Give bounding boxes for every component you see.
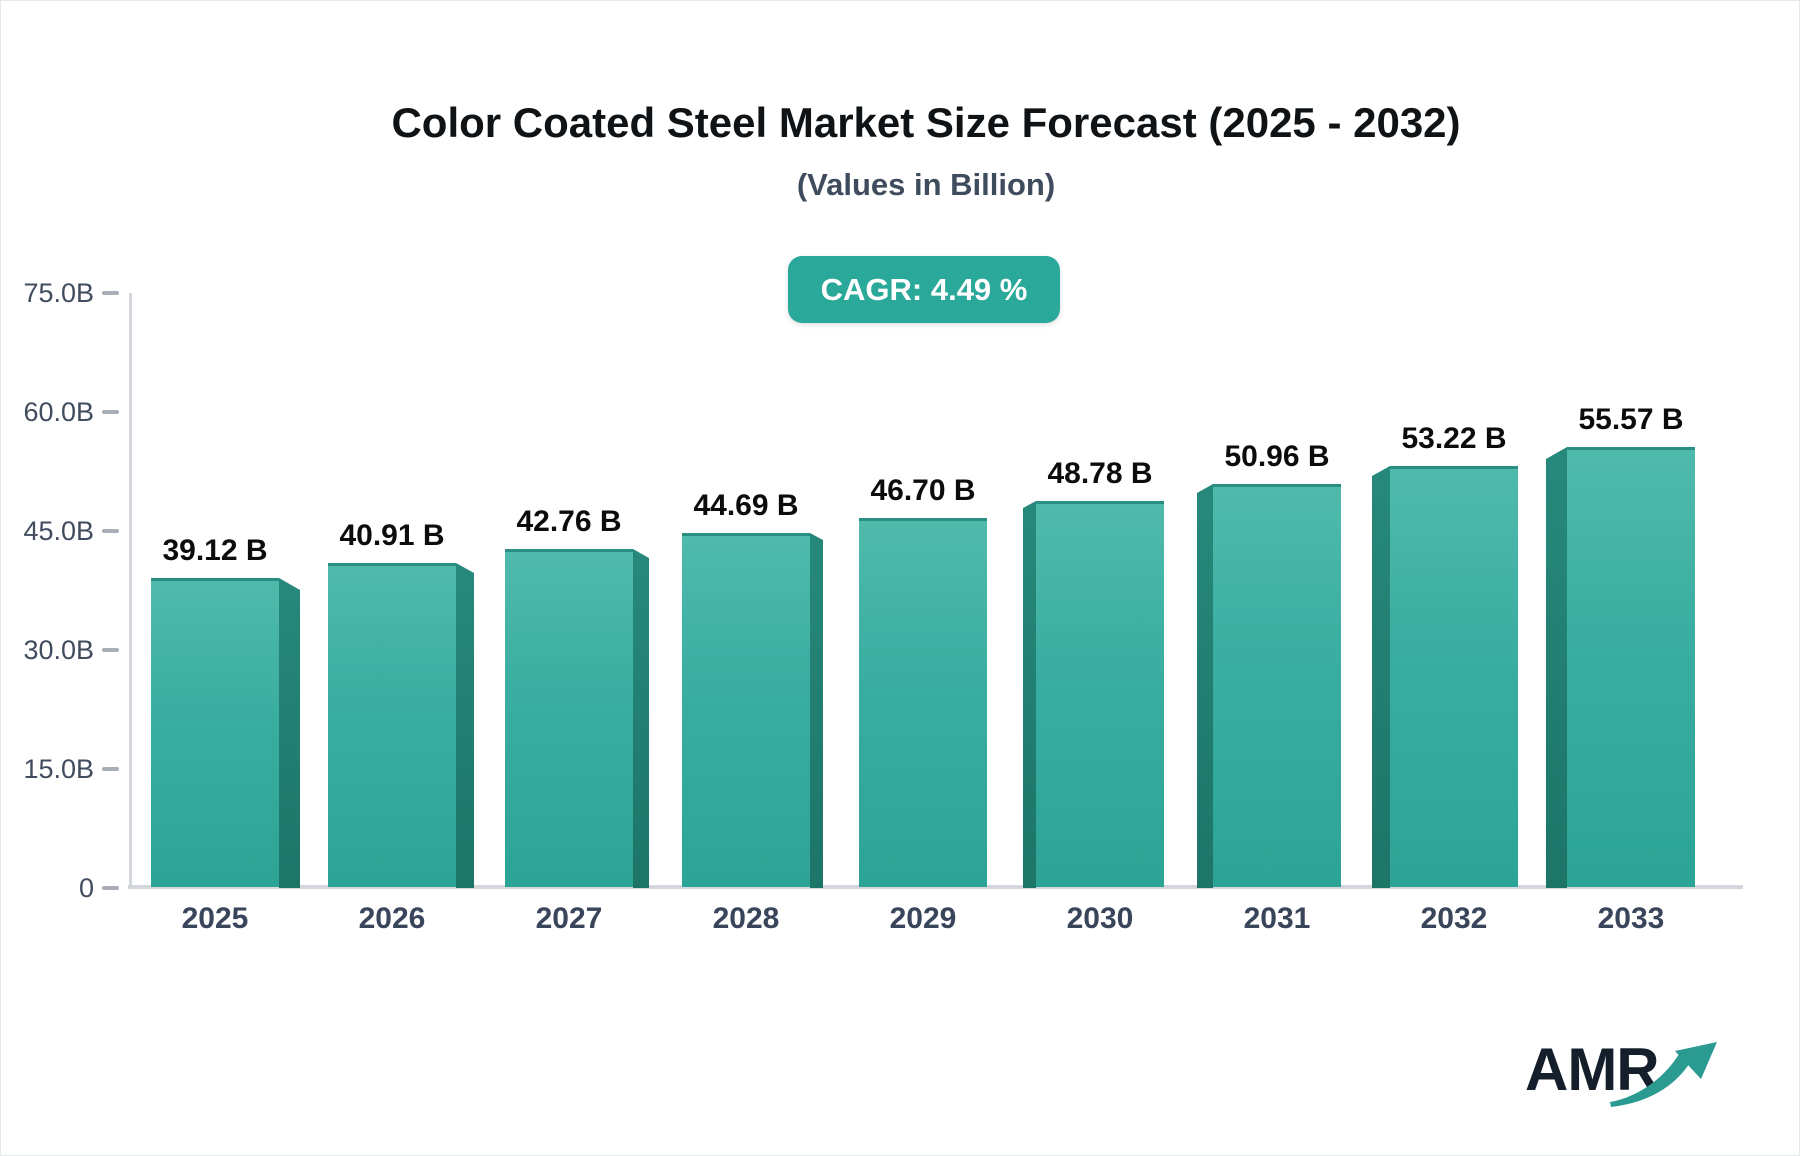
x-axis-label: 2030 bbox=[1066, 902, 1134, 935]
growth-arrow-icon bbox=[1610, 1042, 1717, 1107]
chart-subtitle: (Values in Billion) bbox=[796, 167, 1056, 202]
x-axis-label: 2032 bbox=[1420, 902, 1488, 935]
bar-value-label: 40.91 B bbox=[339, 519, 445, 552]
y-axis-label: 60.0B bbox=[23, 397, 94, 427]
x-axis-label: 2029 bbox=[889, 902, 957, 935]
y-axis-tick bbox=[102, 410, 119, 414]
bar-value-label: 42.76 B bbox=[516, 505, 622, 538]
bar-side-face bbox=[1546, 447, 1567, 888]
brand-logo-text: AMR bbox=[1525, 1036, 1660, 1103]
x-axis-label: 2027 bbox=[535, 902, 603, 935]
bar-2030 bbox=[1036, 501, 1164, 887]
bar-2025 bbox=[151, 578, 279, 887]
bar-side-face bbox=[810, 533, 823, 888]
bar-value-label: 44.69 B bbox=[693, 489, 799, 522]
bar-2033 bbox=[1567, 447, 1695, 887]
bar-2026 bbox=[328, 563, 456, 887]
bar-value-label: 55.57 B bbox=[1578, 403, 1684, 436]
y-axis-tick bbox=[102, 648, 119, 652]
y-axis-tick bbox=[102, 886, 119, 890]
bar-2027 bbox=[505, 549, 633, 887]
bar-value-label: 39.12 B bbox=[162, 534, 268, 567]
y-axis-tick bbox=[102, 767, 119, 771]
bar-2029 bbox=[859, 518, 987, 887]
cagr-badge: CAGR: 4.49 % bbox=[788, 256, 1060, 323]
bar-side-face bbox=[279, 578, 300, 888]
bar-value-label: 53.22 B bbox=[1401, 422, 1507, 455]
x-axis-label: 2026 bbox=[358, 902, 426, 935]
y-axis-label: 75.0B bbox=[23, 278, 94, 308]
y-axis-tick bbox=[102, 529, 119, 533]
bar-2031 bbox=[1213, 484, 1341, 887]
bar-side-face bbox=[1197, 484, 1213, 888]
y-axis-tick bbox=[102, 291, 119, 295]
bar-value-label: 48.78 B bbox=[1047, 457, 1153, 490]
bar-value-label: 50.96 B bbox=[1224, 440, 1330, 473]
x-axis-line bbox=[128, 885, 1743, 889]
x-axis-label: 2031 bbox=[1243, 902, 1311, 935]
bar-value-label: 46.70 B bbox=[870, 474, 976, 507]
x-axis-label: 2028 bbox=[712, 902, 780, 935]
y-axis-label: 30.0B bbox=[23, 635, 94, 665]
y-axis-label: 0 bbox=[78, 873, 94, 903]
x-axis-label: 2025 bbox=[181, 902, 249, 935]
brand-logo: AMR bbox=[1525, 1027, 1755, 1122]
y-axis-label: 45.0B bbox=[23, 516, 94, 546]
x-axis-label: 2033 bbox=[1597, 902, 1665, 935]
bar-side-face bbox=[1023, 501, 1036, 888]
y-axis-label: 15.0B bbox=[23, 754, 94, 784]
bar-side-face bbox=[633, 549, 649, 888]
y-axis-line bbox=[129, 293, 132, 888]
chart-title: Color Coated Steel Market Size Forecast … bbox=[391, 99, 1461, 146]
bar-side-face bbox=[1372, 466, 1390, 888]
bar-2028 bbox=[682, 533, 810, 887]
bar-side-face bbox=[456, 563, 474, 888]
bar-2032 bbox=[1390, 466, 1518, 887]
